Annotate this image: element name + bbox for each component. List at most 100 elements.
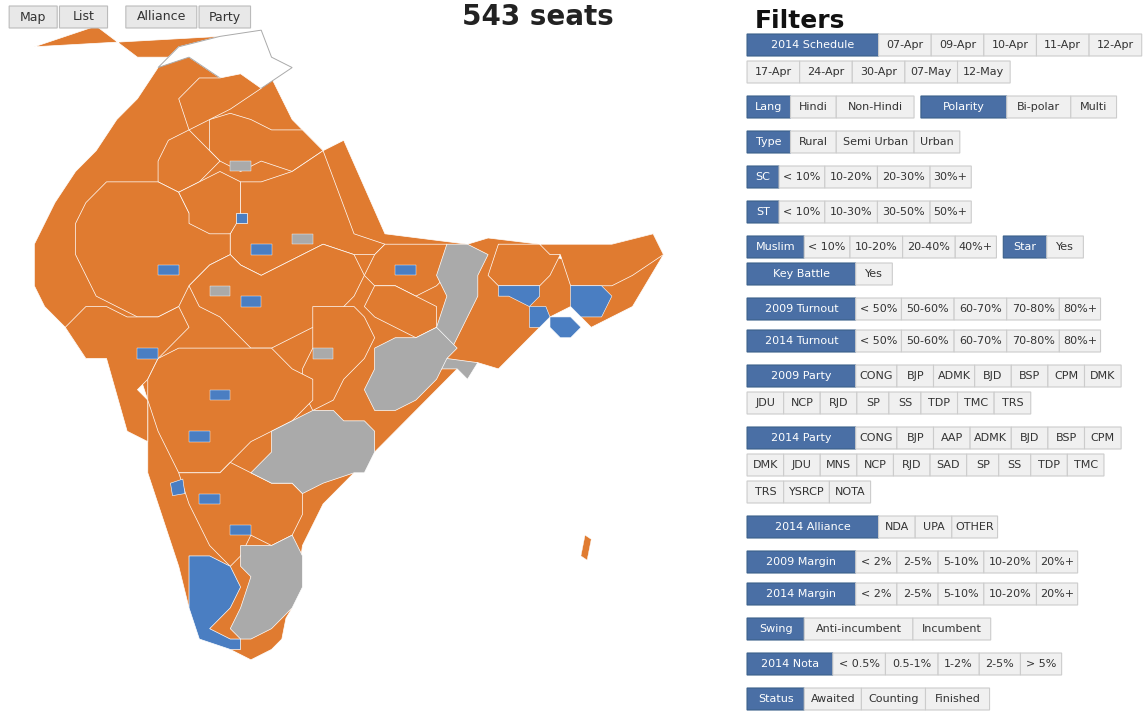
FancyBboxPatch shape bbox=[856, 298, 901, 320]
Text: NDA: NDA bbox=[884, 522, 909, 532]
Polygon shape bbox=[230, 525, 251, 535]
FancyBboxPatch shape bbox=[857, 392, 889, 414]
Text: 1-2%: 1-2% bbox=[944, 659, 974, 669]
FancyBboxPatch shape bbox=[934, 427, 970, 449]
FancyBboxPatch shape bbox=[901, 330, 954, 352]
FancyBboxPatch shape bbox=[984, 583, 1036, 605]
FancyBboxPatch shape bbox=[1048, 427, 1085, 449]
Text: RJD: RJD bbox=[901, 460, 922, 470]
Text: Bi-polar: Bi-polar bbox=[1017, 102, 1060, 112]
Text: 5-10%: 5-10% bbox=[943, 557, 979, 567]
Text: Counting: Counting bbox=[868, 694, 919, 704]
Text: TRS: TRS bbox=[755, 487, 776, 497]
Polygon shape bbox=[199, 494, 220, 504]
Polygon shape bbox=[137, 348, 158, 358]
FancyBboxPatch shape bbox=[994, 392, 1031, 414]
Text: 30-Apr: 30-Apr bbox=[860, 67, 897, 77]
Text: BJD: BJD bbox=[984, 371, 1002, 381]
FancyBboxPatch shape bbox=[747, 298, 856, 320]
FancyBboxPatch shape bbox=[836, 96, 914, 118]
FancyBboxPatch shape bbox=[984, 551, 1036, 573]
Text: 10-20%: 10-20% bbox=[829, 172, 873, 182]
Polygon shape bbox=[65, 306, 189, 442]
Text: BJP: BJP bbox=[906, 433, 924, 443]
FancyBboxPatch shape bbox=[825, 201, 877, 223]
FancyBboxPatch shape bbox=[938, 583, 984, 605]
FancyBboxPatch shape bbox=[804, 618, 913, 640]
Polygon shape bbox=[292, 234, 312, 244]
Text: < 10%: < 10% bbox=[784, 207, 820, 217]
FancyBboxPatch shape bbox=[1007, 330, 1059, 352]
Text: Yes: Yes bbox=[865, 269, 883, 279]
Text: < 0.5%: < 0.5% bbox=[839, 659, 880, 669]
Text: DMK: DMK bbox=[1090, 371, 1115, 381]
FancyBboxPatch shape bbox=[1089, 34, 1142, 56]
Text: 10-20%: 10-20% bbox=[988, 589, 1032, 599]
Text: 2-5%: 2-5% bbox=[985, 659, 1015, 669]
Polygon shape bbox=[364, 286, 437, 337]
FancyBboxPatch shape bbox=[921, 96, 1007, 118]
Text: < 2%: < 2% bbox=[861, 557, 891, 567]
Text: < 50%: < 50% bbox=[860, 304, 897, 314]
Text: TDP: TDP bbox=[928, 398, 951, 408]
FancyBboxPatch shape bbox=[747, 454, 784, 476]
Text: 20-30%: 20-30% bbox=[882, 172, 925, 182]
FancyBboxPatch shape bbox=[59, 6, 108, 28]
FancyBboxPatch shape bbox=[934, 365, 975, 387]
FancyBboxPatch shape bbox=[925, 688, 990, 710]
Text: JDU: JDU bbox=[755, 398, 776, 408]
Polygon shape bbox=[189, 431, 209, 442]
FancyBboxPatch shape bbox=[938, 653, 979, 675]
FancyBboxPatch shape bbox=[897, 583, 938, 605]
FancyBboxPatch shape bbox=[747, 392, 784, 414]
Text: Yes: Yes bbox=[1056, 242, 1074, 252]
Polygon shape bbox=[148, 348, 312, 473]
Text: 40%+: 40%+ bbox=[959, 242, 993, 252]
FancyBboxPatch shape bbox=[999, 454, 1031, 476]
FancyBboxPatch shape bbox=[1036, 34, 1089, 56]
FancyBboxPatch shape bbox=[967, 454, 999, 476]
Text: TMC: TMC bbox=[963, 398, 988, 408]
Text: 2014 Margin: 2014 Margin bbox=[766, 589, 836, 599]
Text: 10-20%: 10-20% bbox=[988, 557, 1032, 567]
FancyBboxPatch shape bbox=[779, 201, 825, 223]
FancyBboxPatch shape bbox=[850, 236, 903, 258]
Polygon shape bbox=[312, 348, 333, 358]
Text: TDP: TDP bbox=[1038, 460, 1060, 470]
Text: Type: Type bbox=[756, 137, 781, 147]
FancyBboxPatch shape bbox=[856, 330, 901, 352]
Polygon shape bbox=[364, 244, 458, 296]
Polygon shape bbox=[240, 296, 261, 306]
Polygon shape bbox=[76, 182, 230, 317]
Text: 30%+: 30%+ bbox=[934, 172, 968, 182]
Text: NCP: NCP bbox=[864, 460, 887, 470]
Text: ADMK: ADMK bbox=[938, 371, 970, 381]
FancyBboxPatch shape bbox=[979, 653, 1020, 675]
Polygon shape bbox=[209, 113, 323, 172]
Text: 2014 Schedule: 2014 Schedule bbox=[771, 40, 855, 50]
FancyBboxPatch shape bbox=[913, 618, 991, 640]
Polygon shape bbox=[189, 244, 364, 348]
Text: 2009 Turnout: 2009 Turnout bbox=[764, 304, 839, 314]
Text: BJP: BJP bbox=[906, 371, 924, 381]
FancyBboxPatch shape bbox=[804, 688, 861, 710]
Text: 20%+: 20%+ bbox=[1040, 557, 1074, 567]
Text: Incumbent: Incumbent bbox=[922, 624, 982, 634]
FancyBboxPatch shape bbox=[852, 61, 905, 83]
Text: 30-50%: 30-50% bbox=[882, 207, 925, 217]
Text: 20-40%: 20-40% bbox=[907, 242, 951, 252]
FancyBboxPatch shape bbox=[958, 392, 994, 414]
FancyBboxPatch shape bbox=[954, 330, 1007, 352]
Text: 10-Apr: 10-Apr bbox=[992, 40, 1028, 50]
FancyBboxPatch shape bbox=[791, 96, 836, 118]
FancyBboxPatch shape bbox=[747, 688, 804, 710]
Polygon shape bbox=[34, 26, 664, 660]
Polygon shape bbox=[178, 74, 261, 130]
FancyBboxPatch shape bbox=[747, 96, 791, 118]
FancyBboxPatch shape bbox=[856, 365, 897, 387]
Text: SS: SS bbox=[1008, 460, 1022, 470]
FancyBboxPatch shape bbox=[126, 6, 197, 28]
FancyBboxPatch shape bbox=[1011, 427, 1048, 449]
Text: TRS: TRS bbox=[1002, 398, 1023, 408]
Text: BSP: BSP bbox=[1019, 371, 1040, 381]
